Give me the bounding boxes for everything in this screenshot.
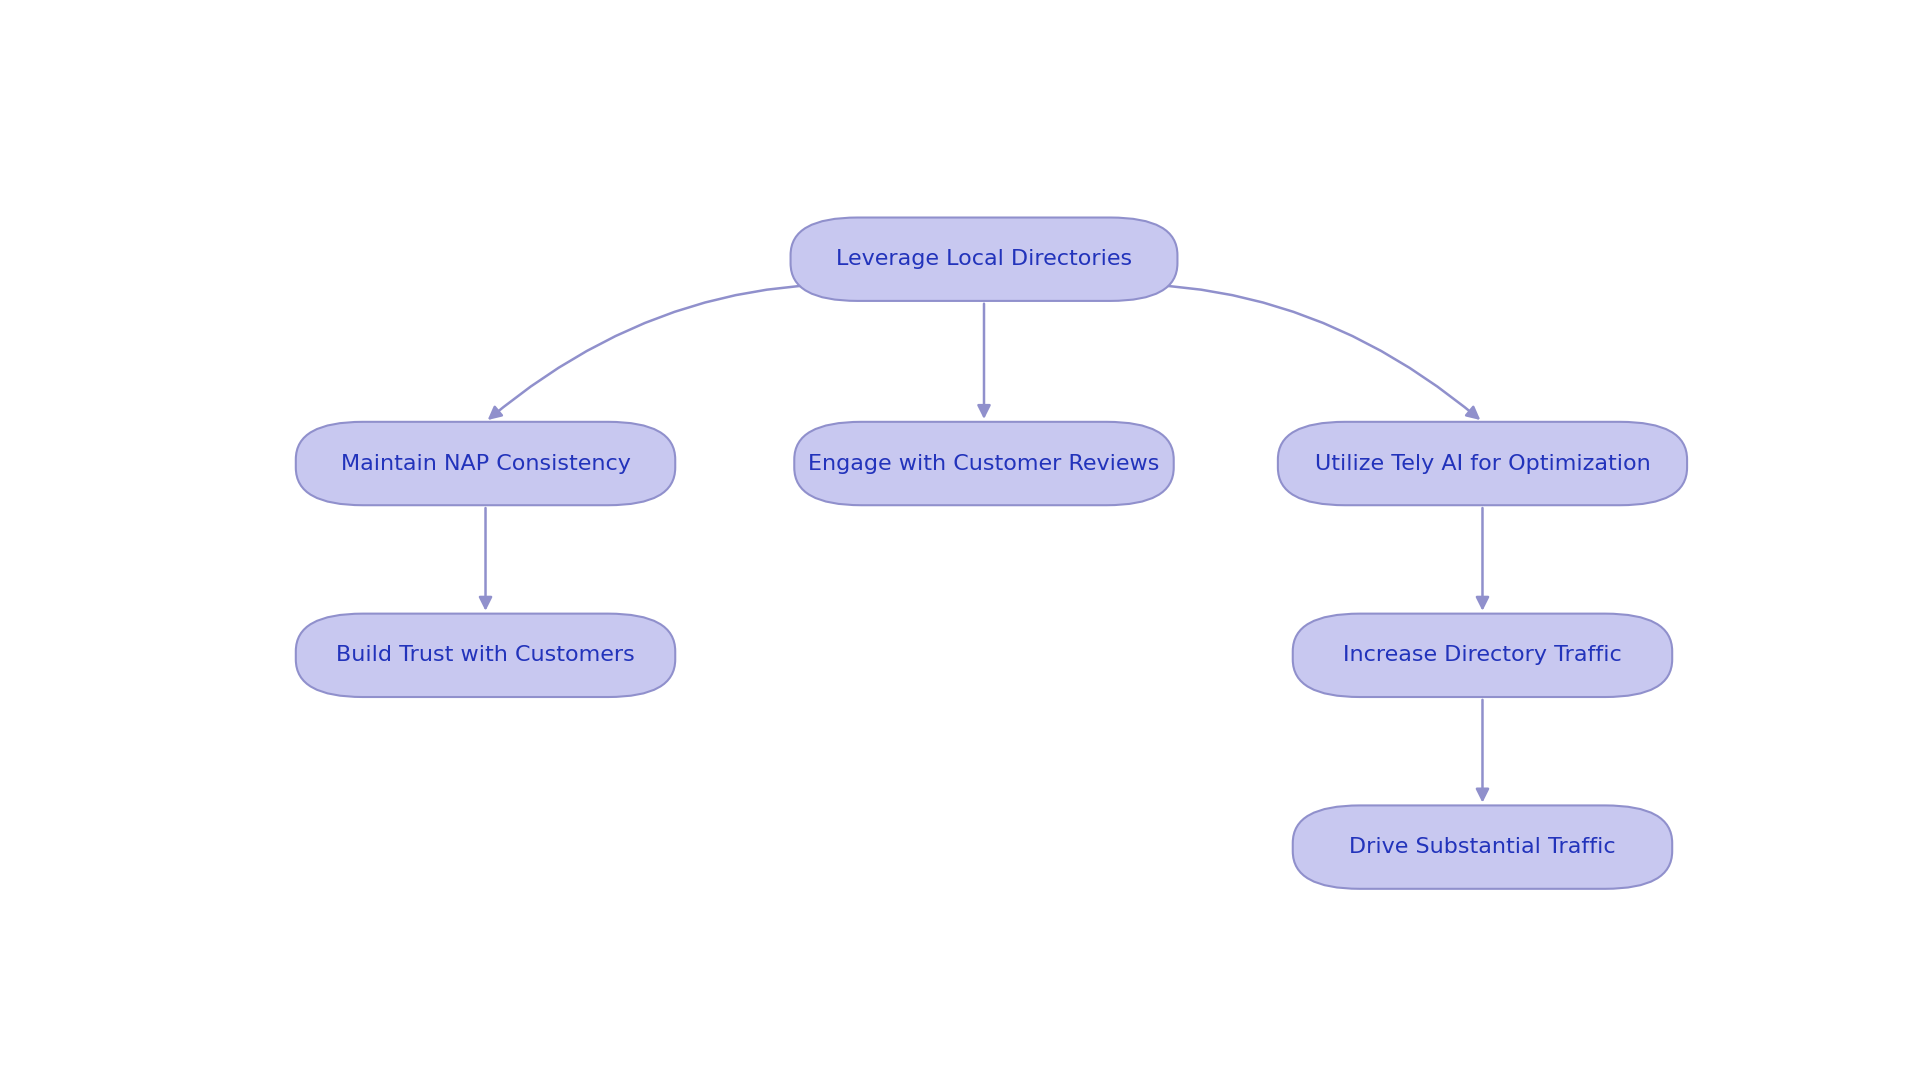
Text: Utilize Tely AI for Optimization: Utilize Tely AI for Optimization <box>1315 454 1651 473</box>
FancyBboxPatch shape <box>1292 806 1672 889</box>
FancyBboxPatch shape <box>795 422 1173 506</box>
FancyBboxPatch shape <box>296 422 676 506</box>
FancyBboxPatch shape <box>296 614 676 697</box>
Text: Maintain NAP Consistency: Maintain NAP Consistency <box>340 454 630 473</box>
FancyBboxPatch shape <box>791 218 1177 301</box>
Text: Leverage Local Directories: Leverage Local Directories <box>835 249 1133 270</box>
Text: Drive Substantial Traffic: Drive Substantial Traffic <box>1350 837 1617 857</box>
FancyBboxPatch shape <box>1279 422 1688 506</box>
FancyBboxPatch shape <box>1292 614 1672 697</box>
Text: Build Trust with Customers: Build Trust with Customers <box>336 645 636 665</box>
Text: Increase Directory Traffic: Increase Directory Traffic <box>1344 645 1622 665</box>
Text: Engage with Customer Reviews: Engage with Customer Reviews <box>808 454 1160 473</box>
